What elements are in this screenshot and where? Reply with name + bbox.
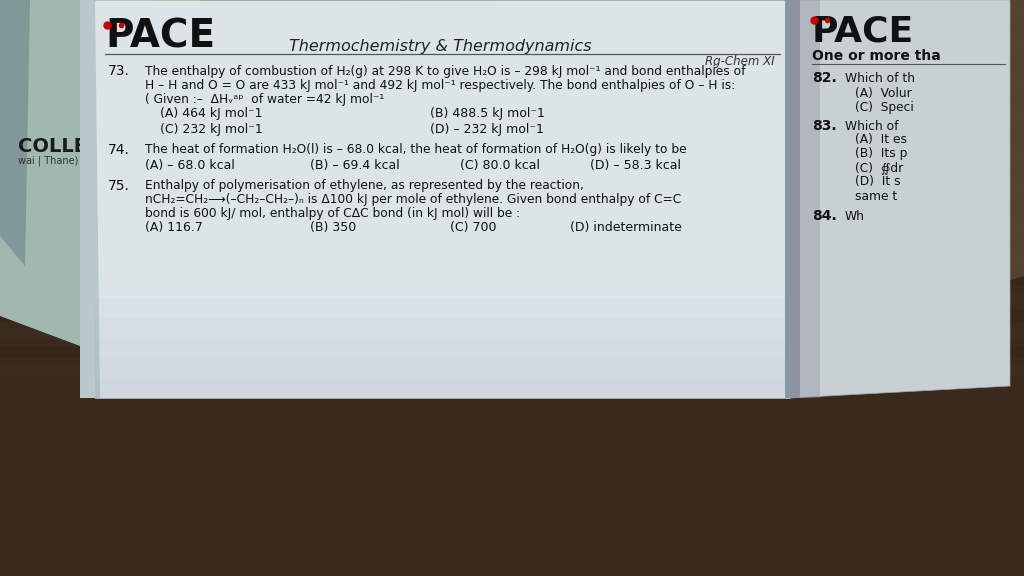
Polygon shape: [0, 0, 155, 346]
FancyBboxPatch shape: [0, 22, 1024, 34]
Text: (A) 464 kJ mol⁻1: (A) 464 kJ mol⁻1: [160, 108, 262, 120]
Polygon shape: [790, 0, 1010, 398]
Text: PACE: PACE: [105, 17, 215, 55]
Text: Which of: Which of: [845, 119, 898, 132]
Text: Rg-Chem XI: Rg-Chem XI: [706, 55, 775, 67]
Text: bond is 600 kJ/ mol, enthalpy of CΔC bond (in kJ mol) will be :: bond is 600 kJ/ mol, enthalpy of CΔC bon…: [145, 207, 520, 221]
FancyBboxPatch shape: [95, 378, 790, 398]
Text: 83.: 83.: [812, 119, 837, 133]
Text: 73.: 73.: [108, 64, 130, 78]
FancyBboxPatch shape: [0, 202, 1024, 214]
FancyBboxPatch shape: [0, 184, 1024, 196]
FancyBboxPatch shape: [0, 328, 1024, 340]
FancyBboxPatch shape: [0, 364, 1024, 376]
Text: (A)  It es: (A) It es: [855, 134, 907, 146]
FancyBboxPatch shape: [95, 358, 790, 378]
FancyBboxPatch shape: [0, 58, 1024, 70]
Text: (B) 350: (B) 350: [310, 222, 356, 234]
Text: (D) – 232 kJ mol⁻1: (D) – 232 kJ mol⁻1: [430, 123, 544, 135]
Text: 84.: 84.: [812, 209, 837, 223]
Text: (B) 488.5 kJ mol⁻1: (B) 488.5 kJ mol⁻1: [430, 108, 545, 120]
Text: (C) 232 kJ mol⁻1: (C) 232 kJ mol⁻1: [160, 123, 263, 135]
Text: Wh: Wh: [845, 210, 865, 222]
Polygon shape: [790, 0, 820, 398]
FancyBboxPatch shape: [0, 292, 1024, 304]
Text: (D) indeterminate: (D) indeterminate: [570, 222, 682, 234]
Text: H – H and O = O are 433 kJ mol⁻¹ and 492 kJ mol⁻¹ respectively. The bond enthalp: H – H and O = O are 433 kJ mol⁻¹ and 492…: [145, 78, 735, 92]
Polygon shape: [400, 0, 1024, 376]
Text: (A)  Volur: (A) Volur: [855, 86, 911, 100]
Text: nCH₂=CH₂⟶(–CH₂–CH₂–)ₙ is Δ100 kJ per mole of ethylene. Given bond enthalpy of C=: nCH₂=CH₂⟶(–CH₂–CH₂–)ₙ is Δ100 kJ per mol…: [145, 194, 681, 207]
Polygon shape: [500, 0, 900, 276]
Text: (D)  It s: (D) It s: [855, 176, 901, 188]
Text: same t: same t: [855, 190, 897, 203]
FancyBboxPatch shape: [0, 76, 1024, 88]
Text: 74.: 74.: [108, 143, 130, 157]
Polygon shape: [0, 0, 30, 266]
Text: Enthalpy of polymerisation of ethylene, as represented by the reaction,: Enthalpy of polymerisation of ethylene, …: [145, 180, 584, 192]
FancyBboxPatch shape: [0, 310, 1024, 322]
Text: (C) 700: (C) 700: [450, 222, 497, 234]
Circle shape: [104, 222, 112, 230]
FancyBboxPatch shape: [0, 256, 1024, 268]
FancyBboxPatch shape: [0, 40, 1024, 52]
Text: (C) 80.0 kcal: (C) 80.0 kcal: [460, 158, 540, 172]
Text: PACE: PACE: [812, 14, 914, 48]
FancyBboxPatch shape: [0, 4, 1024, 16]
Text: (B)  Its p: (B) Its p: [855, 147, 907, 161]
FancyBboxPatch shape: [0, 274, 1024, 286]
Text: Which of th: Which of th: [845, 71, 915, 85]
FancyBboxPatch shape: [0, 238, 1024, 250]
Text: wai | Thane): wai | Thane): [18, 156, 79, 166]
Text: (A) 116.7: (A) 116.7: [145, 222, 203, 234]
FancyBboxPatch shape: [0, 94, 1024, 106]
Text: (B) – 69.4 kcal: (B) – 69.4 kcal: [310, 158, 399, 172]
Text: 82.: 82.: [812, 71, 837, 85]
Polygon shape: [80, 0, 790, 398]
Text: COLLEGES: COLLEGES: [18, 137, 130, 156]
Circle shape: [100, 218, 116, 234]
Text: (C)  Speci: (C) Speci: [855, 100, 913, 113]
FancyBboxPatch shape: [0, 148, 1024, 160]
FancyBboxPatch shape: [0, 166, 1024, 178]
Polygon shape: [80, 0, 100, 398]
Text: 75.: 75.: [108, 179, 130, 193]
Text: Thermochemistry & Thermodynamics: Thermochemistry & Thermodynamics: [289, 39, 591, 54]
Text: (D) – 58.3 kcal: (D) – 58.3 kcal: [590, 158, 681, 172]
Text: The enthalpy of combustion of H₂(g) at 298 K to give H₂O is – 298 kJ mol⁻¹ and b: The enthalpy of combustion of H₂(g) at 2…: [145, 65, 745, 78]
Polygon shape: [0, 0, 60, 276]
FancyBboxPatch shape: [95, 338, 790, 358]
Text: ( Given :–  ΔHᵥᵃᵖ  of water =42 kJ mol⁻¹: ( Given :– ΔHᵥᵃᵖ of water =42 kJ mol⁻¹: [145, 93, 384, 105]
Polygon shape: [785, 0, 800, 398]
Polygon shape: [0, 0, 200, 336]
Text: One or more tha: One or more tha: [812, 49, 941, 63]
FancyBboxPatch shape: [0, 112, 1024, 124]
Text: The heat of formation H₂O(l) is – 68.0 kcal, the heat of formation of H₂O(g) is : The heat of formation H₂O(l) is – 68.0 k…: [145, 143, 687, 157]
Text: (C)  ∯dr: (C) ∯dr: [855, 161, 903, 175]
FancyBboxPatch shape: [0, 130, 1024, 142]
FancyBboxPatch shape: [0, 346, 1024, 358]
FancyBboxPatch shape: [0, 220, 1024, 232]
Text: (A) – 68.0 kcal: (A) – 68.0 kcal: [145, 158, 234, 172]
